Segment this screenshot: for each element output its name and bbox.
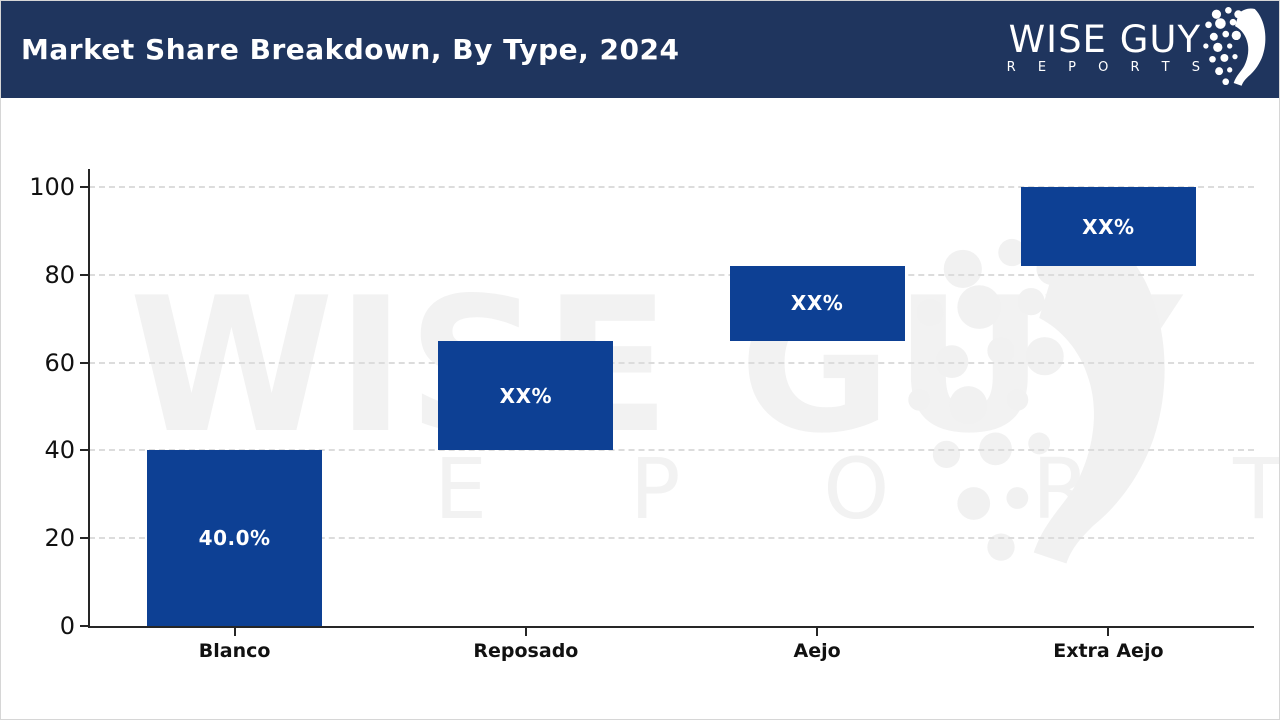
bar-value-label: 40.0% (198, 526, 271, 551)
bar-reposado: XX% (438, 340, 614, 451)
brand-logo-text: WISE GUY R E P O R T S (1001, 17, 1209, 76)
gridline-y60 (89, 361, 1254, 364)
y-axis-spine (88, 169, 90, 628)
xtick-mark-2 (816, 627, 819, 636)
gridline-y100 (89, 186, 1254, 188)
bar-value-label: XX% (499, 383, 553, 408)
header-bar: Market Share Breakdown, By Type, 2024 WI… (1, 1, 1279, 98)
ytick-mark-0 (80, 625, 89, 627)
brand-logo-name: WISE GUY (1008, 17, 1202, 61)
bar-extra-aejo: XX% (1020, 187, 1196, 267)
ytick-mark-80 (80, 273, 89, 276)
x-axis-spine (88, 626, 1254, 628)
ytick-mark-40 (80, 449, 89, 452)
gridline-y20 (89, 537, 1254, 540)
xtick-label-0: Blanco (198, 640, 271, 662)
ytick-label-40: 40 (44, 436, 75, 465)
bar-value-label: XX% (1082, 214, 1135, 239)
brand-logo-subtitle: R E P O R T S (1006, 60, 1209, 76)
ytick-mark-60 (80, 361, 89, 364)
ytick-mark-20 (80, 537, 89, 540)
gridline-y80 (89, 273, 1254, 276)
ytick-label-20: 20 (44, 524, 75, 553)
xtick-label-1: Reposado (473, 640, 579, 662)
bar-aejo: XX% (729, 266, 905, 341)
ytick-mark-100 (80, 186, 89, 188)
chart-title: Market Share Breakdown, By Type, 2024 (21, 33, 680, 66)
brand-logo: WISE GUY R E P O R T S (1001, 5, 1271, 91)
xtick-label-3: Extra Aejo (1053, 640, 1164, 662)
xtick-mark-1 (524, 627, 527, 636)
watermark-text-line1: WISE GUY (129, 257, 1184, 474)
bar-blanco: 40.0% (147, 450, 323, 626)
ytick-label-0: 0 (59, 612, 75, 640)
bar-value-label: XX% (790, 291, 844, 316)
xtick-label-2: Aejo (793, 640, 841, 662)
gridline-y40 (89, 449, 1254, 452)
xtick-mark-3 (1107, 627, 1110, 636)
xtick-mark-0 (233, 627, 236, 636)
ytick-label-100: 100 (29, 173, 75, 201)
ytick-label-60: 60 (44, 348, 75, 377)
brand-logo-face-icon (1195, 5, 1271, 91)
ytick-label-80: 80 (44, 260, 75, 289)
